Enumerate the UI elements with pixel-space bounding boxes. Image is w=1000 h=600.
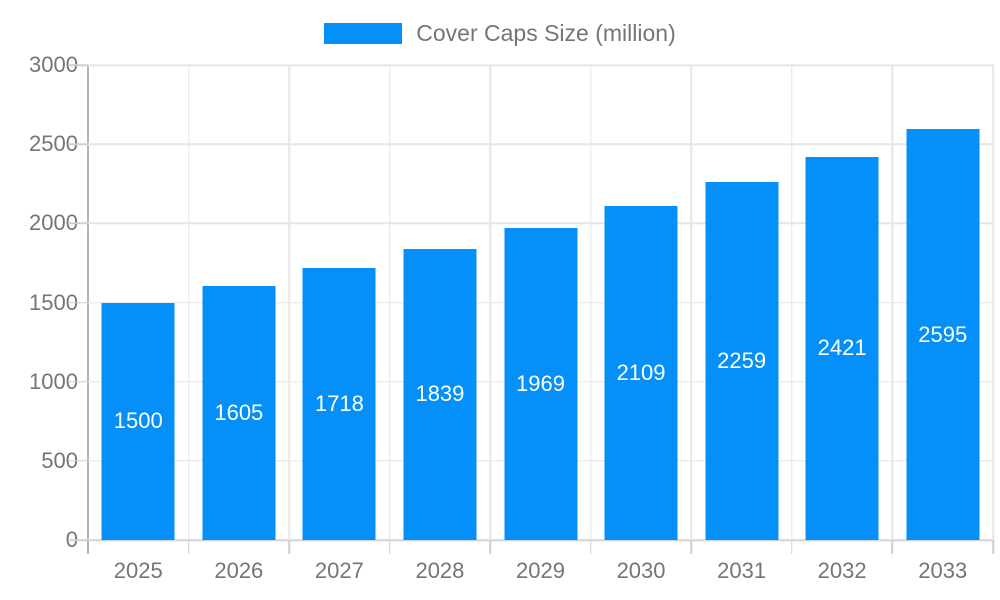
x-tick-label: 2027 <box>314 558 364 583</box>
bar-2033: 2595 <box>906 129 980 540</box>
gridline-vertical <box>891 65 894 540</box>
x-tick-label: 2033 <box>918 558 968 583</box>
y-axis-tick <box>68 301 88 304</box>
y-axis-labels: 0 500 1000 1500 2000 2500 3000 <box>0 52 78 552</box>
y-axis-tick <box>68 64 88 66</box>
y-tick-label: 2500 <box>29 131 78 157</box>
gridline-horizontal <box>88 539 993 541</box>
x-tick-label: 2025 <box>113 558 163 583</box>
bar-value-label: 2595 <box>918 321 968 347</box>
y-tick-label: 1000 <box>29 368 78 394</box>
bar-value-label: 1500 <box>113 408 163 434</box>
x-axis-tick <box>791 540 793 554</box>
gridline-vertical <box>288 65 290 540</box>
gridline-vertical <box>388 65 391 540</box>
bar-value-label: 1718 <box>314 390 364 416</box>
x-axis-tick <box>891 540 894 554</box>
bar-2027: 1718 <box>302 267 376 540</box>
y-tick-label: 500 <box>41 447 78 473</box>
y-axis-tick <box>68 222 88 225</box>
x-axis-tick <box>489 540 491 554</box>
gridline-vertical <box>187 65 190 540</box>
gridline-vertical <box>690 65 693 540</box>
gridline-horizontal <box>88 64 993 66</box>
y-axis-line <box>87 65 89 554</box>
x-tick-label: 2031 <box>717 558 767 583</box>
x-axis-tick <box>590 540 592 554</box>
y-tick-label: 2000 <box>29 210 78 236</box>
x-tick-label: 2032 <box>817 558 867 583</box>
bar-value-label: 2421 <box>817 335 867 361</box>
bar-2028: 1839 <box>403 248 477 540</box>
bar-2029: 1969 <box>504 228 577 540</box>
plot-area: 1500 1605 1718 1839 1969 2109 2259 2421 2595 <box>88 64 994 541</box>
bar-value-label: 2109 <box>616 360 666 386</box>
y-tick-label: 0 <box>65 527 78 552</box>
x-axis-tick <box>388 540 391 554</box>
y-axis-tick <box>68 380 88 383</box>
bar-2026: 1605 <box>202 285 276 540</box>
x-tick-label: 2028 <box>415 558 465 583</box>
bar-value-label: 1969 <box>516 371 565 397</box>
bar-value-label: 1839 <box>415 381 465 407</box>
gridline-vertical <box>791 65 793 540</box>
x-axis-tick <box>690 540 693 554</box>
y-axis-tick <box>68 460 88 462</box>
gridline-horizontal <box>88 222 993 225</box>
y-axis-tick <box>68 539 88 541</box>
bar-2030: 2109 <box>604 206 678 540</box>
legend-swatch <box>324 22 403 44</box>
y-axis-tick <box>68 143 88 145</box>
y-tick-label: 3000 <box>29 52 78 77</box>
gridline-vertical <box>992 65 994 540</box>
x-axis-tick <box>187 540 190 554</box>
bar-value-label: 1605 <box>214 399 264 425</box>
gridline-horizontal <box>88 143 993 145</box>
bar-2025: 1500 <box>101 302 175 540</box>
legend-label: Cover Caps Size (million) <box>416 19 676 46</box>
x-tick-label: 2029 <box>516 558 565 583</box>
x-tick-label: 2026 <box>214 558 264 583</box>
x-axis-labels: 2025 2026 2027 2028 2029 2030 2031 2032 2033 <box>88 558 993 588</box>
x-axis-tick <box>992 540 994 554</box>
y-tick-label: 1500 <box>29 289 78 315</box>
gridline-vertical <box>590 65 592 540</box>
legend: Cover Caps Size (million) <box>0 18 1000 48</box>
bar-2031: 2259 <box>705 182 779 540</box>
x-axis-tick <box>288 540 290 554</box>
x-tick-label: 2030 <box>616 558 666 583</box>
bar-value-label: 2259 <box>717 348 767 374</box>
bar-2032: 2421 <box>805 156 879 540</box>
gridline-vertical <box>489 65 491 540</box>
